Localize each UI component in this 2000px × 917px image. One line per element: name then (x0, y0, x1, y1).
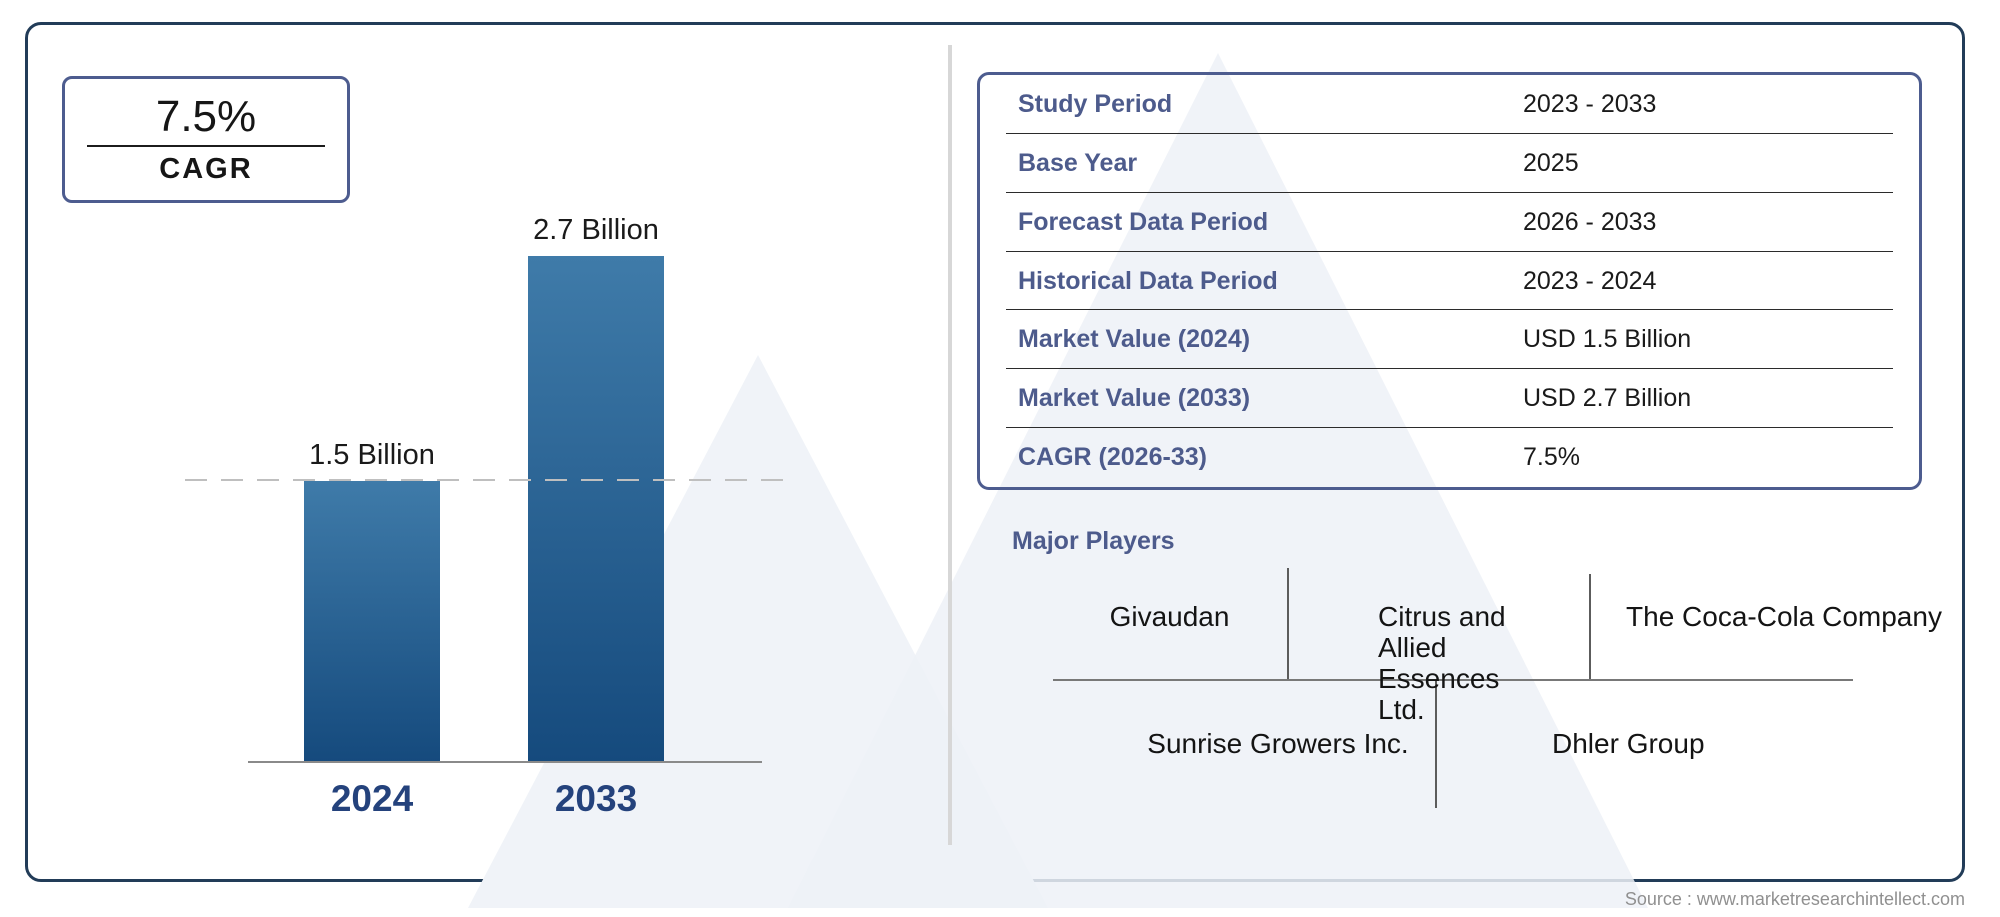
bar-value-label: 2.7 Billion (533, 214, 659, 246)
panel-divider (948, 45, 952, 845)
table-row-label: Market Value (2024) (1018, 325, 1251, 354)
table-row-value: 2025 (1523, 148, 1579, 177)
table-row-value: 7.5% (1523, 443, 1580, 472)
info-table-card: Study Period 2023 - 2033 Base Year 2025 Fore… (977, 72, 1922, 490)
table-row: Forecast Data Period 2026 - 2033 (980, 193, 1919, 252)
table-row-value: 2023 - 2033 (1523, 89, 1657, 118)
table-row-value: USD 2.7 Billion (1523, 384, 1692, 413)
table-row-label: Historical Data Period (1018, 266, 1278, 295)
row-separator (1006, 132, 1893, 134)
table-row-value: 2026 - 2033 (1523, 207, 1657, 236)
cagr-badge-label: CAGR (159, 153, 253, 186)
table-row: Market Value (2024) USD 1.5 Billion (980, 310, 1919, 370)
table-row: Base Year 2025 (980, 134, 1919, 193)
bar-2024 (304, 481, 440, 762)
major-player-dhler-group: Dhler Group (1552, 728, 1705, 759)
row-separator (1006, 191, 1893, 193)
table-row-value: USD 1.5 Billion (1523, 325, 1692, 354)
bar-category-label: 2033 (554, 778, 638, 819)
table-row-label: Forecast Data Period (1018, 207, 1269, 236)
major-players-heading: Major Players (1012, 527, 1175, 555)
table-row-label: Study Period (1018, 89, 1173, 118)
row-separator (1006, 309, 1893, 311)
bar-category-label: 2024 (330, 778, 414, 819)
players-divider-vertical-2 (1589, 574, 1591, 679)
bar-value-label: 1.5 Billion (309, 439, 435, 471)
major-player-givaudan: Givaudan (1109, 601, 1230, 632)
table-row: Historical Data Period 2023 - 2024 (980, 252, 1919, 311)
reference-dashed-line (185, 479, 795, 481)
table-row-value: 2023 - 2024 (1523, 266, 1657, 295)
players-divider-horizontal (1053, 679, 1853, 681)
major-player-sunrise-growers: Sunrise Growers Inc. (1147, 728, 1409, 759)
table-row: Study Period 2023 - 2033 (980, 75, 1919, 134)
table-row: CAGR (2026-33) 7.5% (980, 428, 1919, 487)
table-row-label: Base Year (1018, 148, 1138, 177)
row-separator (1006, 427, 1893, 429)
players-divider-vertical-1 (1287, 568, 1289, 679)
table-row-label: CAGR (2026-33) (1018, 443, 1207, 472)
major-player-citrus-allied: Citrus and Allied Essences Ltd. (1378, 601, 1506, 725)
players-divider-vertical-3 (1435, 681, 1437, 808)
cagr-badge-divider (87, 145, 325, 148)
major-player-coca-cola: The Coca-Cola Company (1626, 601, 1942, 632)
cagr-badge: 7.5% CAGR (62, 76, 350, 203)
source-text: Source : www.marketresearchintellect.com (1624, 889, 1965, 909)
table-row: Market Value (2033) USD 2.7 Billion (980, 369, 1919, 429)
table-row-label: Market Value (2033) (1018, 384, 1251, 413)
x-axis-line (248, 761, 762, 763)
cagr-badge-value: 7.5% (155, 91, 257, 141)
row-separator (1006, 250, 1893, 252)
bar-2033 (528, 256, 664, 762)
row-separator (1006, 368, 1893, 370)
